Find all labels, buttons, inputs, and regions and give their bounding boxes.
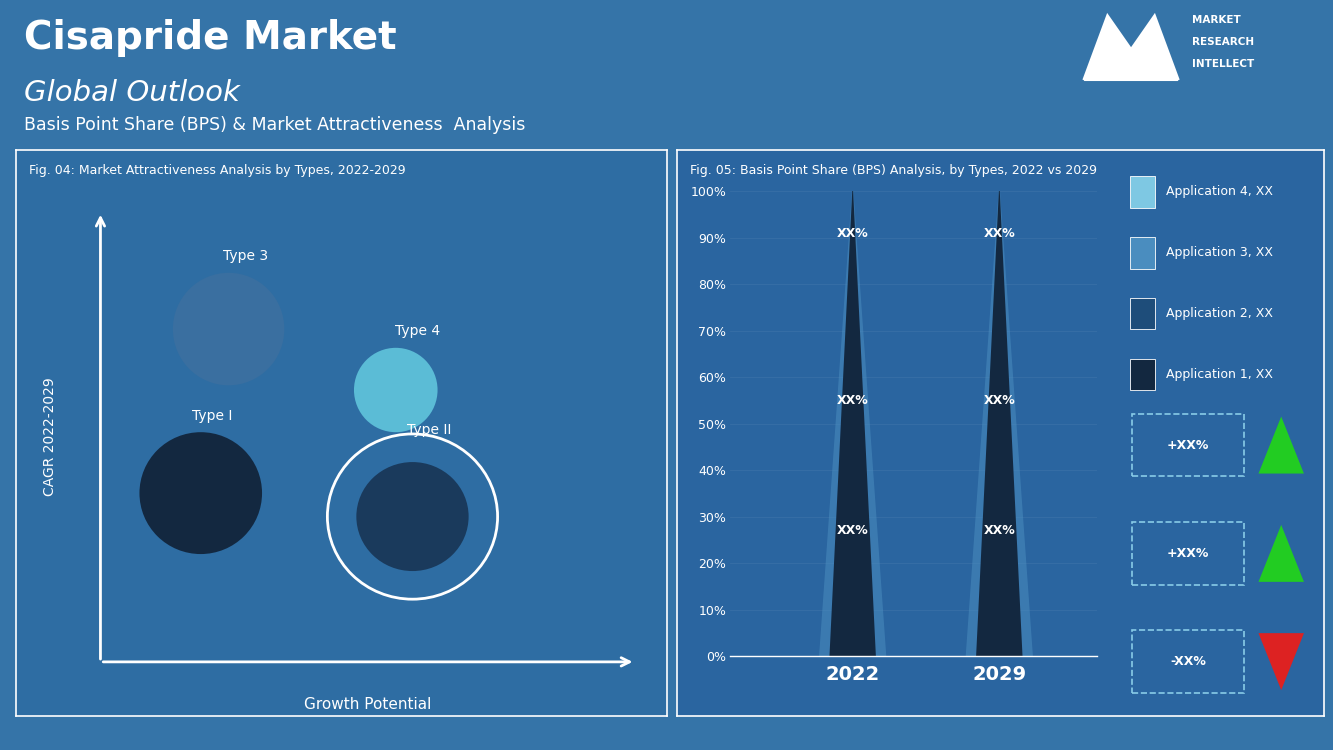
Text: Application 1, XX: Application 1, XX [1165, 368, 1273, 381]
Text: Cisapride Market: Cisapride Market [24, 19, 397, 57]
Text: XX%: XX% [837, 394, 869, 407]
Text: XX%: XX% [984, 524, 1016, 537]
Text: Growth Potential: Growth Potential [304, 697, 432, 712]
Text: INTELLECT: INTELLECT [1192, 58, 1254, 69]
Polygon shape [1258, 525, 1304, 582]
Bar [1130, 358, 1156, 390]
Text: XX%: XX% [837, 524, 869, 537]
Ellipse shape [140, 432, 263, 554]
Text: XX%: XX% [837, 226, 869, 239]
Text: Fig. 04: Market Attractiveness Analysis by Types, 2022-2029: Fig. 04: Market Attractiveness Analysis … [29, 164, 405, 177]
Text: +XX%: +XX% [1168, 547, 1209, 560]
Bar [1130, 298, 1156, 329]
Text: CAGR 2022-2029: CAGR 2022-2029 [43, 377, 57, 496]
Text: Type I: Type I [192, 409, 232, 423]
Text: -XX%: -XX% [1170, 656, 1206, 668]
Text: MARKET: MARKET [1192, 16, 1241, 26]
Polygon shape [976, 182, 1022, 656]
Text: Global Outlook: Global Outlook [24, 79, 240, 106]
Polygon shape [1085, 17, 1178, 80]
Polygon shape [818, 182, 886, 656]
Polygon shape [829, 182, 876, 656]
Ellipse shape [173, 273, 284, 386]
Polygon shape [1258, 633, 1304, 690]
Ellipse shape [356, 462, 469, 571]
Text: Basis Point Share (BPS) & Market Attractiveness  Analysis: Basis Point Share (BPS) & Market Attract… [24, 116, 525, 134]
Text: Type II: Type II [407, 423, 452, 436]
Text: RESEARCH: RESEARCH [1192, 37, 1254, 47]
Bar [1130, 176, 1156, 208]
Text: XX%: XX% [984, 226, 1016, 239]
Text: Fig. 05: Basis Point Share (BPS) Analysis, by Types, 2022 vs 2029: Fig. 05: Basis Point Share (BPS) Analysi… [690, 164, 1097, 177]
Polygon shape [965, 182, 1033, 656]
Text: Type 3: Type 3 [223, 250, 268, 263]
Bar [1130, 237, 1156, 268]
Polygon shape [1258, 416, 1304, 473]
Ellipse shape [355, 348, 437, 432]
Text: Application 2, XX: Application 2, XX [1165, 307, 1273, 320]
Text: +XX%: +XX% [1168, 439, 1209, 452]
Text: XX%: XX% [984, 394, 1016, 407]
Text: Type 4: Type 4 [396, 325, 441, 338]
Text: Application 4, XX: Application 4, XX [1165, 185, 1273, 199]
Text: Application 3, XX: Application 3, XX [1165, 246, 1273, 259]
